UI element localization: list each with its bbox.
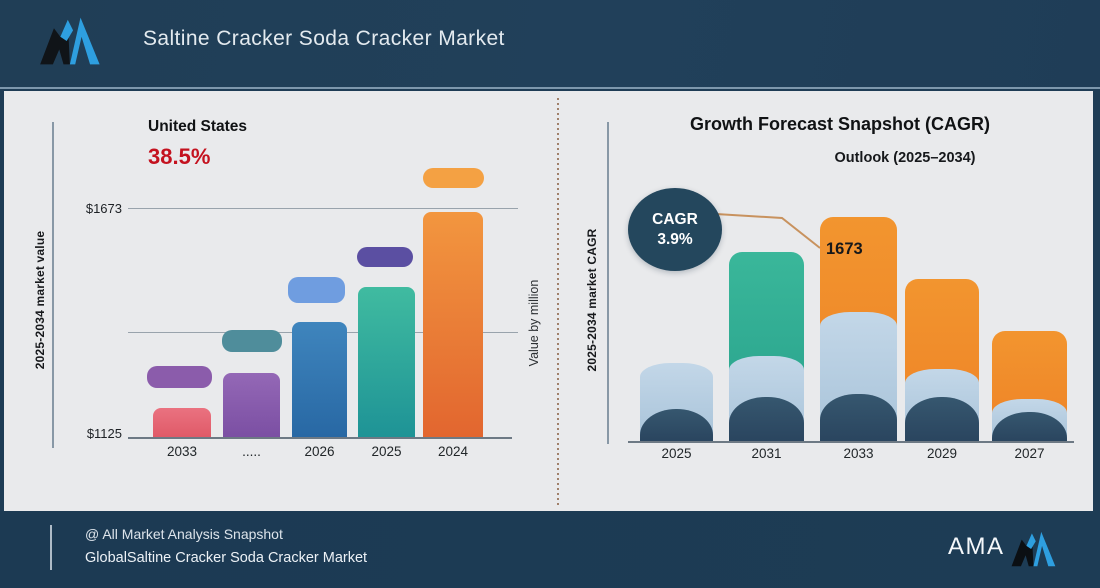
left-chart-ytick-1125: $1125 — [86, 426, 122, 441]
left-chart-gridline-top — [128, 208, 518, 209]
footer-divider-line — [50, 525, 52, 570]
x-axis-label: ..... — [242, 444, 261, 459]
footer-bar: @ All Market Analysis Snapshot GlobalSal… — [0, 511, 1100, 588]
bar-2025 — [358, 287, 415, 437]
x-axis-label: 2025 — [661, 446, 692, 461]
x-axis-label: 2033 — [166, 444, 198, 459]
bar-value-annotation: 1673 — [826, 240, 863, 258]
left-chart-x-axis-line — [128, 437, 512, 439]
page-title: Saltine Cracker Soda Cracker Market — [143, 27, 505, 50]
right-chart-title: Growth Forecast Snapshot (CAGR) — [689, 114, 990, 134]
left-chart-title: United States — [148, 118, 248, 135]
bar-2026 — [292, 322, 347, 437]
footer-brand-text: AMA — [948, 533, 1005, 560]
ama-logo-icon — [40, 17, 100, 65]
right-chart-y-axis-line — [607, 122, 609, 444]
left-chart-y-axis-title: 2025-2034 market value — [33, 230, 47, 370]
cagr-badge: CAGR 3.9% — [628, 188, 722, 271]
footer-report-name: GlobalSaltine Cracker Soda Cracker Marke… — [85, 550, 368, 566]
bar-segment-base-2033 — [820, 394, 897, 441]
header-bar: Saltine Cracker Soda Cracker Market — [0, 0, 1100, 89]
left-chart-y-axis-line — [52, 122, 54, 448]
value-by-million-axis-title: Value by million — [527, 279, 541, 367]
bar-cap-2024 — [423, 168, 484, 188]
x-axis-label: 2024 — [437, 444, 469, 459]
x-axis-label: 2031 — [751, 446, 782, 461]
bar-2033 — [153, 408, 211, 437]
right-chart-y-axis-title: 2025-2034 market CAGR — [585, 228, 599, 372]
bar-cap-2026 — [288, 277, 345, 303]
bar-..... — [223, 373, 280, 437]
bar-cap-2033 — [147, 366, 212, 388]
cagr-badge-value: 3.9% — [657, 230, 693, 248]
bar-cap-..... — [222, 330, 282, 352]
cagr-badge-label: CAGR — [652, 210, 698, 228]
right-chart-x-axis-line — [628, 441, 1074, 443]
x-axis-label: 2027 — [1014, 446, 1045, 461]
bar-2024 — [423, 212, 483, 437]
bar-cap-2025 — [357, 247, 413, 267]
x-axis-label: 2025 — [371, 444, 402, 459]
left-chart-highlight-value: 38.5% — [148, 144, 211, 169]
footer-attribution: @ All Market Analysis Snapshot — [85, 526, 283, 542]
right-chart-subtitle: Outlook (2025–2034) — [834, 150, 976, 166]
bar-segment-base-2031 — [729, 397, 804, 441]
ama-logo-icon — [1011, 531, 1056, 567]
x-axis-label: 2033 — [843, 446, 874, 461]
bar-segment-base-2029 — [905, 397, 979, 441]
panel-divider-dotted-line — [557, 98, 559, 506]
left-chart-ytick-1673: $1673 — [85, 201, 122, 216]
x-axis-label: 2029 — [926, 446, 958, 461]
x-axis-label: 2026 — [304, 444, 335, 459]
